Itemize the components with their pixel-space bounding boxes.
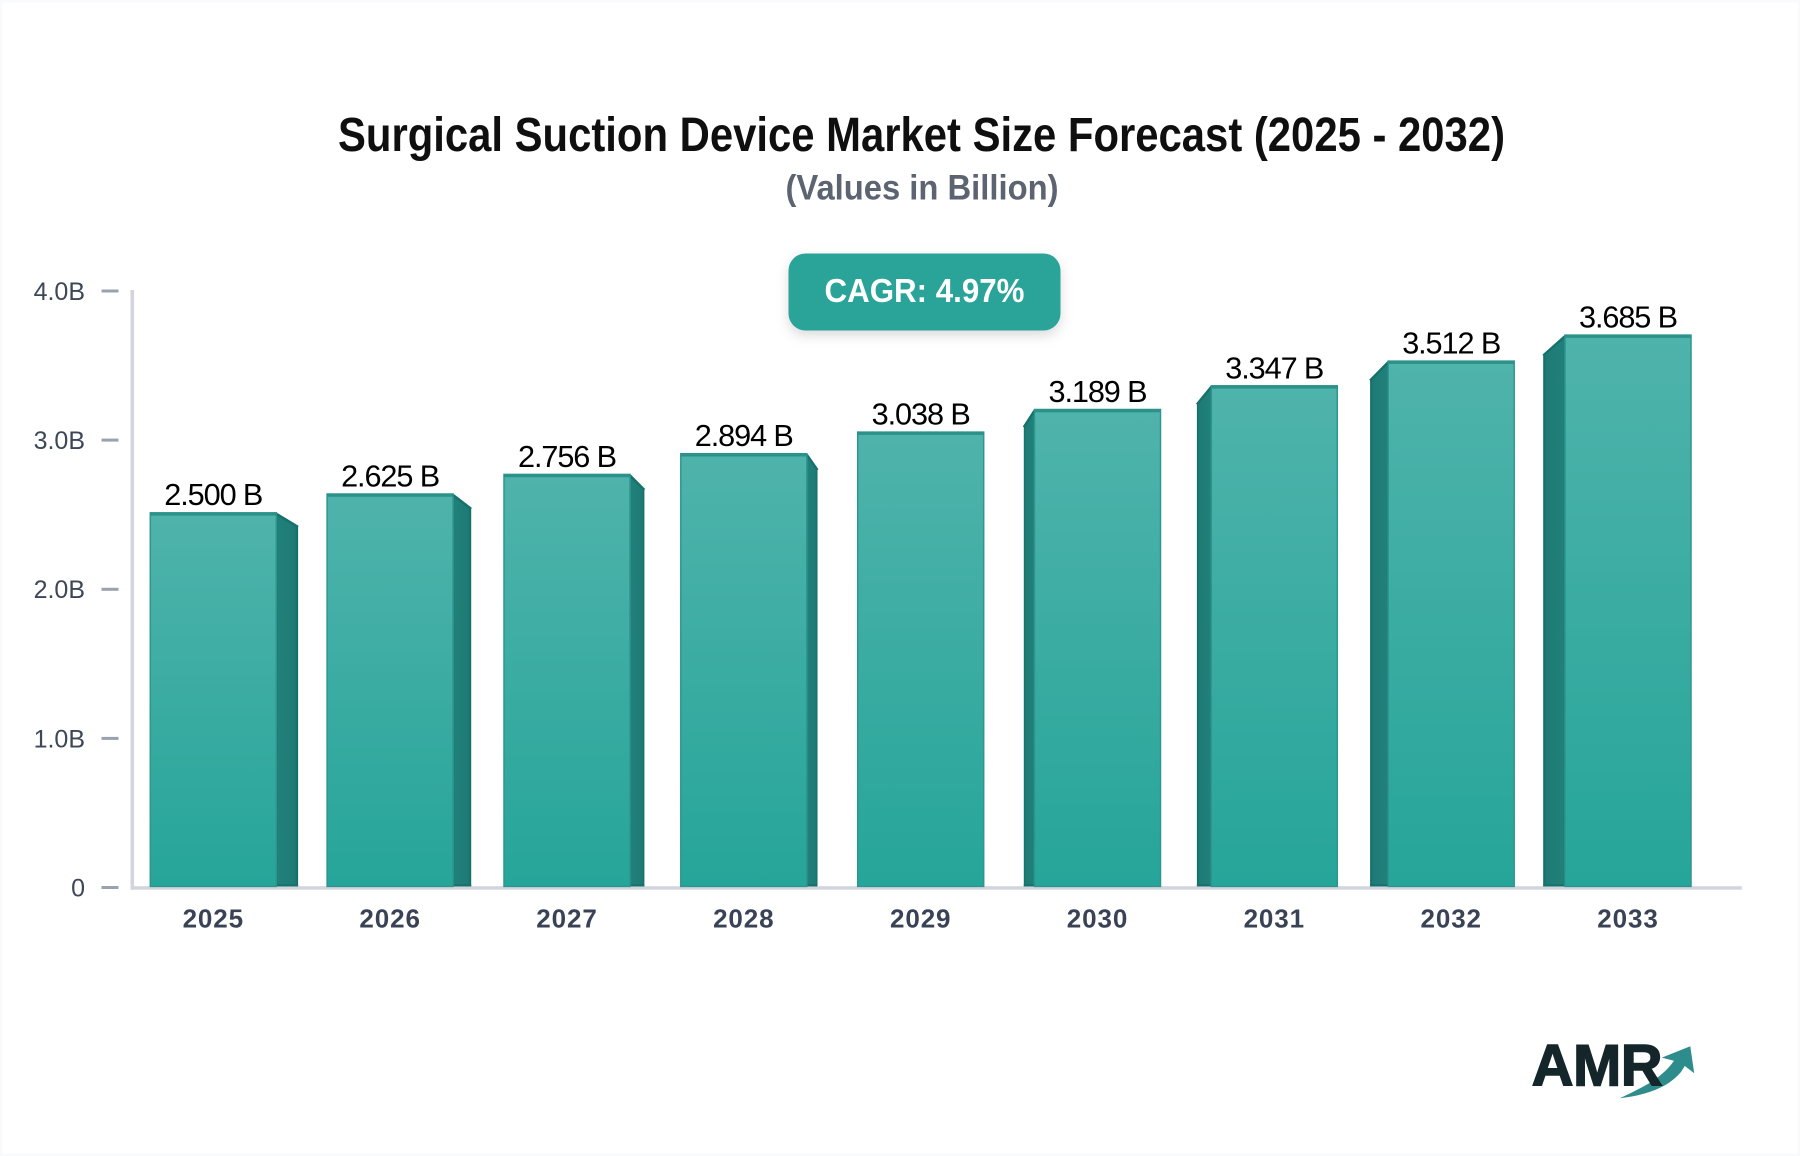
svg-text:2025: 2025: [183, 904, 244, 934]
svg-text:2029: 2029: [890, 904, 951, 934]
svg-text:4.0B: 4.0B: [34, 278, 85, 306]
svg-text:1.0B: 1.0B: [34, 725, 85, 753]
svg-text:2026: 2026: [359, 904, 420, 934]
svg-text:2030: 2030: [1067, 904, 1128, 934]
svg-text:3.347 B: 3.347 B: [1225, 351, 1323, 385]
svg-text:2.500 B: 2.500 B: [164, 478, 262, 512]
svg-text:2.894 B: 2.894 B: [695, 419, 793, 453]
svg-text:(Values in Billion): (Values in Billion): [786, 169, 1059, 208]
svg-text:3.189 B: 3.189 B: [1049, 375, 1147, 409]
svg-text:3.685 B: 3.685 B: [1579, 301, 1677, 335]
svg-text:2027: 2027: [536, 904, 597, 934]
svg-text:0: 0: [71, 875, 85, 903]
svg-text:2032: 2032: [1420, 904, 1481, 934]
svg-text:AMR: AMR: [1532, 1033, 1663, 1098]
svg-text:2.625 B: 2.625 B: [341, 460, 439, 494]
svg-text:3.512 B: 3.512 B: [1402, 327, 1500, 361]
svg-text:2028: 2028: [713, 904, 774, 934]
svg-text:2031: 2031: [1244, 904, 1305, 934]
svg-text:Surgical Suction Device Market: Surgical Suction Device Market Size Fore…: [338, 109, 1505, 162]
svg-text:2.756 B: 2.756 B: [518, 440, 616, 474]
svg-text:CAGR: 4.97%: CAGR: 4.97%: [825, 272, 1025, 309]
svg-text:2.0B: 2.0B: [34, 576, 85, 604]
svg-text:3.0B: 3.0B: [34, 427, 85, 455]
svg-text:3.038 B: 3.038 B: [872, 398, 970, 432]
svg-text:2033: 2033: [1597, 904, 1658, 934]
